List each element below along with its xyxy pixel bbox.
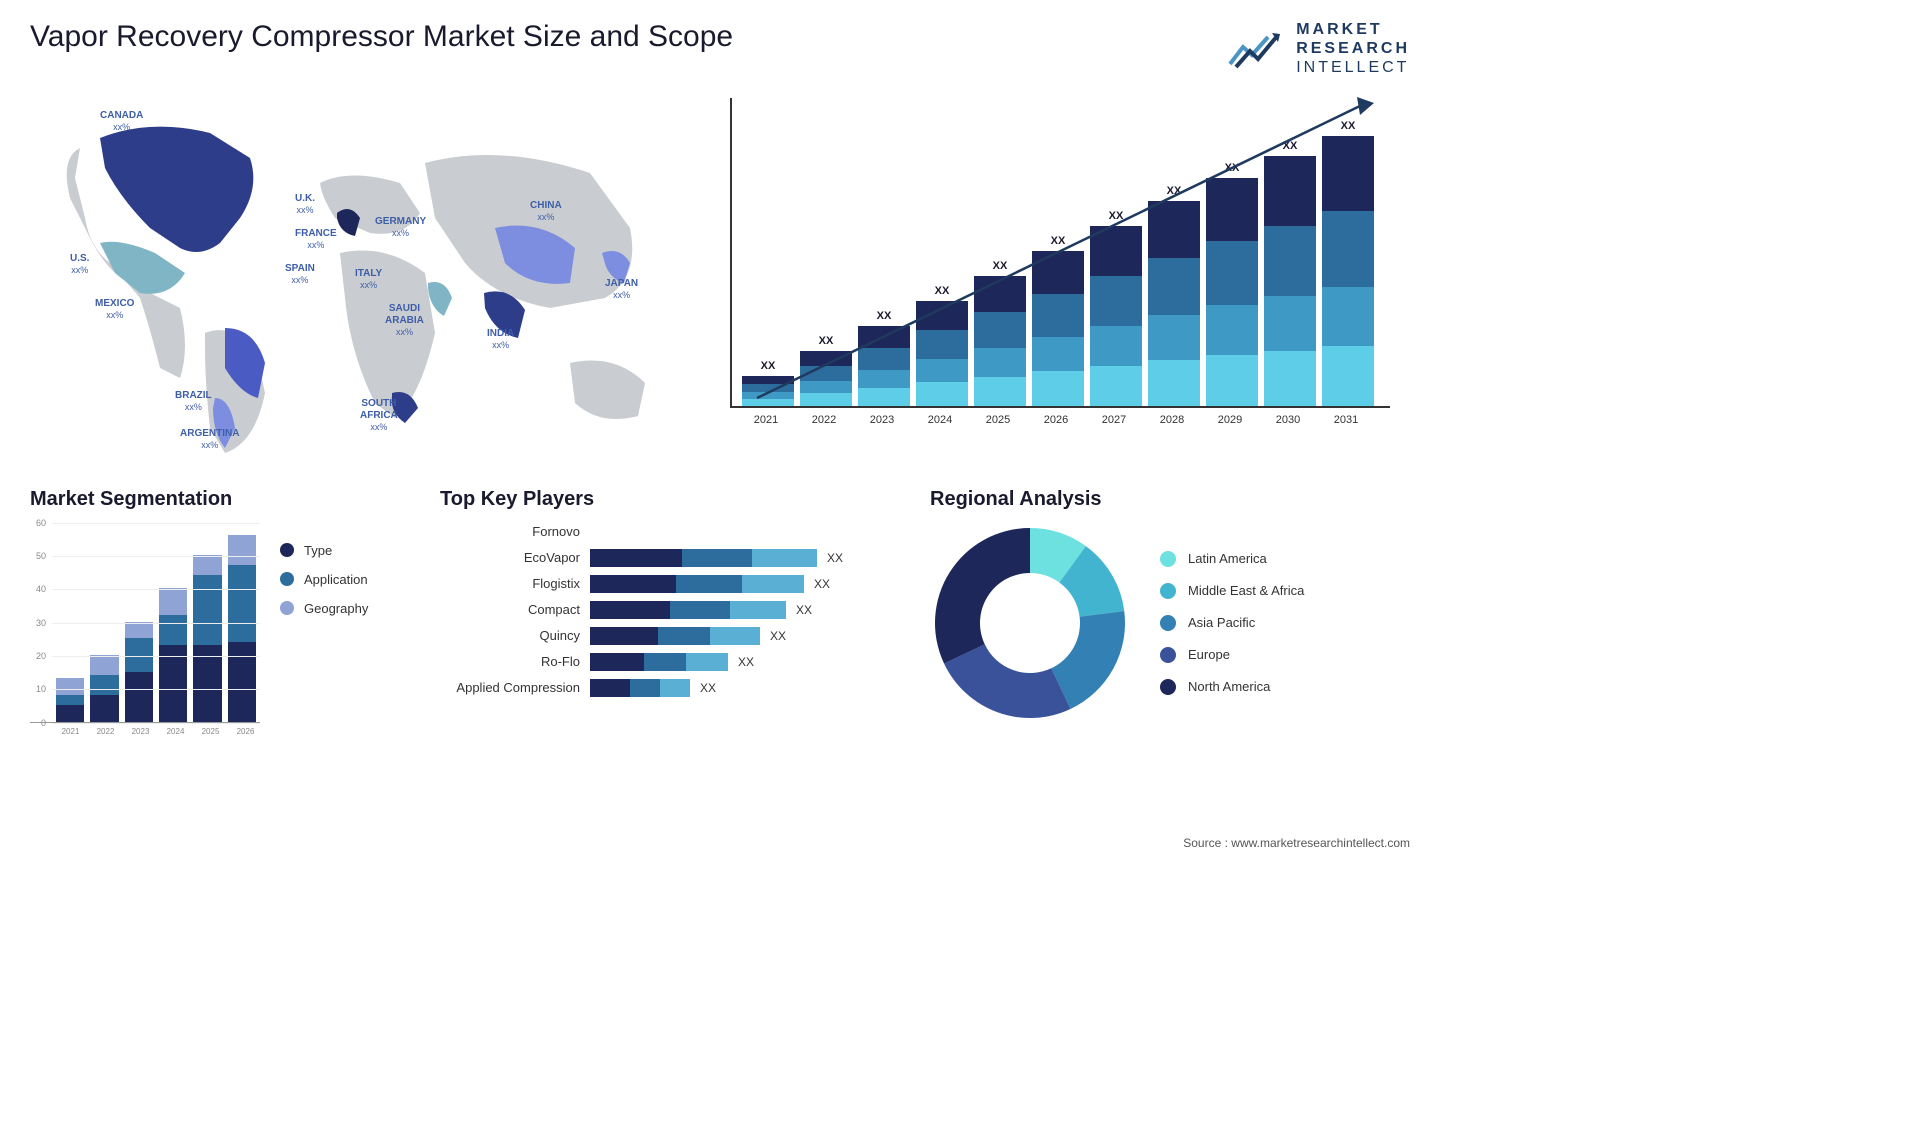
logo-text: MARKET RESEARCH INTELLECT [1296, 20, 1410, 78]
regional-legend: Latin America Middle East & Africa Asia Pa… [1160, 551, 1304, 695]
growth-bar-label: XX [877, 310, 892, 322]
growth-bar: XX [1322, 120, 1374, 406]
growth-bar-label: XX [1109, 210, 1124, 222]
map-label: SPAINxx% [285, 263, 315, 286]
growth-bar-label: XX [1167, 185, 1182, 197]
growth-year-label: 2023 [856, 414, 908, 426]
growth-year-label: 2026 [1030, 414, 1082, 426]
map-label: SAUDIARABIAxx% [385, 303, 424, 338]
map-label: JAPANxx% [605, 278, 638, 301]
map-label: MEXICOxx% [95, 298, 134, 321]
legend-item: Type [280, 543, 368, 558]
map-label: ITALYxx% [355, 268, 382, 291]
map-label: INDIAxx% [487, 328, 514, 351]
key-player-row: Ro-FloXX [440, 653, 900, 671]
legend-item: Latin America [1160, 551, 1304, 567]
segmentation-bar [193, 555, 221, 722]
segmentation-legend: Type Application Geography [280, 523, 368, 736]
map-label: SOUTHAFRICAxx% [360, 398, 398, 433]
source-text: Source : www.marketresearchintellect.com [1183, 836, 1410, 850]
map-label: GERMANYxx% [375, 216, 426, 239]
map-label: FRANCExx% [295, 228, 337, 251]
growth-bar-label: XX [993, 260, 1008, 272]
growth-bar: XX [1090, 210, 1142, 406]
map-label: ARGENTINAxx% [180, 428, 239, 451]
growth-bar: XX [858, 310, 910, 406]
growth-year-label: 2024 [914, 414, 966, 426]
segmentation-chart: 0102030405060 [30, 523, 260, 723]
key-player-row: QuincyXX [440, 627, 900, 645]
legend-item: Asia Pacific [1160, 615, 1304, 631]
growth-bar: XX [974, 260, 1026, 406]
growth-bar-label: XX [761, 360, 776, 372]
growth-bar: XX [1206, 162, 1258, 406]
growth-bar-label: XX [1225, 162, 1240, 174]
map-label: BRAZILxx% [175, 390, 212, 413]
regional-donut-chart [930, 523, 1130, 723]
growth-year-label: 2029 [1204, 414, 1256, 426]
map-label: CANADAxx% [100, 110, 143, 133]
growth-bar: XX [1264, 140, 1316, 406]
growth-bar: XX [1148, 185, 1200, 406]
key-players-section: Top Key Players Fornovo EcoVaporXX Flogist… [440, 488, 900, 736]
growth-year-label: 2030 [1262, 414, 1314, 426]
growth-year-label: 2027 [1088, 414, 1140, 426]
world-map: CANADAxx% U.S.xx% MEXICOxx% BRAZILxx% ARGENT… [30, 98, 690, 458]
segmentation-bar [56, 678, 84, 721]
segmentation-bar [125, 622, 153, 722]
legend-item: Geography [280, 601, 368, 616]
growth-bar-label: XX [819, 335, 834, 347]
donut-segment [944, 644, 1070, 718]
growth-bar-label: XX [935, 285, 950, 297]
key-player-row: Applied CompressionXX [440, 679, 900, 697]
growth-year-label: 2031 [1320, 414, 1372, 426]
growth-bar: XX [1032, 235, 1084, 406]
growth-bar-label: XX [1341, 120, 1356, 132]
legend-item: Middle East & Africa [1160, 583, 1304, 599]
legend-item: North America [1160, 679, 1304, 695]
growth-year-label: 2022 [798, 414, 850, 426]
page-title: Vapor Recovery Compressor Market Size an… [30, 20, 733, 54]
growth-year-label: 2025 [972, 414, 1024, 426]
growth-bar: XX [916, 285, 968, 406]
legend-item: Europe [1160, 647, 1304, 663]
key-player-row: FlogistixXX [440, 575, 900, 593]
map-label: CHINAxx% [530, 200, 562, 223]
growth-year-label: 2021 [740, 414, 792, 426]
regional-title: Regional Analysis [930, 488, 1390, 511]
donut-segment [935, 528, 1030, 663]
key-player-row: EcoVaporXX [440, 549, 900, 567]
key-players-title: Top Key Players [440, 488, 900, 511]
key-player-row: CompactXX [440, 601, 900, 619]
growth-bar-label: XX [1051, 235, 1066, 247]
growth-bar: XX [800, 335, 852, 406]
growth-chart: XX XX XX XX XX XX XX XX XX XX XX 2021 2022 2023 2024 2… [730, 98, 1390, 458]
growth-bar-label: XX [1283, 140, 1298, 152]
key-player-row: Fornovo [440, 523, 900, 541]
growth-year-label: 2028 [1146, 414, 1198, 426]
growth-bar: XX [742, 360, 794, 406]
map-label: U.S.xx% [70, 253, 89, 276]
map-label: U.K.xx% [295, 193, 315, 216]
segmentation-section: Market Segmentation 0102030405060 202120… [30, 488, 410, 736]
segmentation-bar [228, 535, 256, 722]
logo: MARKET RESEARCH INTELLECT [1228, 20, 1410, 78]
regional-section: Regional Analysis Latin America Middle Ea… [930, 488, 1390, 736]
legend-item: Application [280, 572, 368, 587]
segmentation-title: Market Segmentation [30, 488, 410, 511]
logo-icon [1228, 29, 1288, 69]
